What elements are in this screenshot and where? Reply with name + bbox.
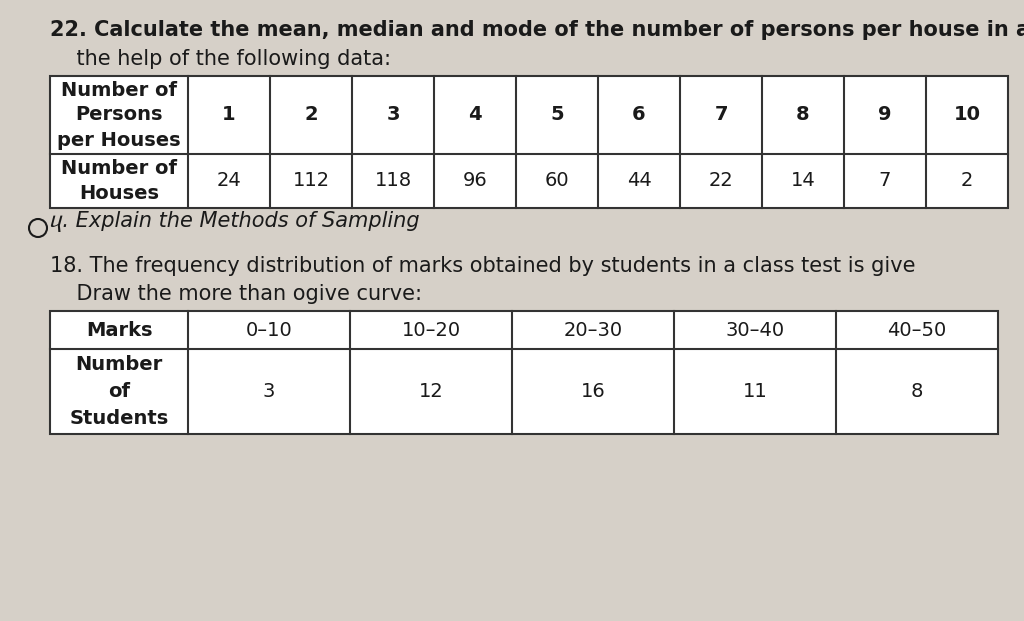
- Text: 40–50: 40–50: [888, 320, 946, 340]
- Bar: [50, 76, 1008, 208]
- Text: 7: 7: [715, 106, 728, 124]
- Text: 1: 1: [222, 106, 236, 124]
- Text: the help of the following data:: the help of the following data:: [50, 49, 391, 69]
- Text: Marks: Marks: [86, 320, 153, 340]
- Text: 2: 2: [304, 106, 317, 124]
- Text: 16: 16: [581, 382, 605, 401]
- Text: 20–30: 20–30: [563, 320, 623, 340]
- Text: 0–10: 0–10: [246, 320, 293, 340]
- Text: 9: 9: [879, 106, 892, 124]
- Text: 10: 10: [953, 106, 981, 124]
- Text: Number of
Persons
per Houses: Number of Persons per Houses: [57, 81, 181, 150]
- Text: 112: 112: [293, 171, 330, 191]
- Text: 7: 7: [879, 171, 891, 191]
- Text: Number
of
Students: Number of Students: [70, 355, 169, 427]
- Text: 8: 8: [910, 382, 924, 401]
- Text: 18. The frequency distribution of marks obtained by students in a class test is : 18. The frequency distribution of marks …: [50, 256, 915, 276]
- Text: 22. Calculate the mean, median and mode of the number of persons per house in a : 22. Calculate the mean, median and mode …: [50, 20, 1024, 40]
- Text: 4: 4: [468, 106, 482, 124]
- Text: 8: 8: [797, 106, 810, 124]
- Text: 118: 118: [375, 171, 412, 191]
- Text: 2: 2: [961, 171, 973, 191]
- Text: 3: 3: [263, 382, 275, 401]
- Text: 5: 5: [550, 106, 564, 124]
- Text: 12: 12: [419, 382, 443, 401]
- Text: 96: 96: [463, 171, 487, 191]
- Text: Number of
Houses: Number of Houses: [61, 159, 177, 203]
- Text: 44: 44: [627, 171, 651, 191]
- Text: 6: 6: [632, 106, 646, 124]
- Text: 22: 22: [709, 171, 733, 191]
- Text: Draw the more than ogive curve:: Draw the more than ogive curve:: [50, 284, 422, 304]
- Text: 3: 3: [386, 106, 399, 124]
- Text: 14: 14: [791, 171, 815, 191]
- Text: 10–20: 10–20: [401, 320, 461, 340]
- Text: ⴗ. Explain the Methods of Sampling: ⴗ. Explain the Methods of Sampling: [50, 211, 420, 232]
- Bar: [50, 311, 998, 434]
- Text: 30–40: 30–40: [725, 320, 784, 340]
- Text: 24: 24: [217, 171, 242, 191]
- Text: 11: 11: [742, 382, 767, 401]
- Text: 60: 60: [545, 171, 569, 191]
